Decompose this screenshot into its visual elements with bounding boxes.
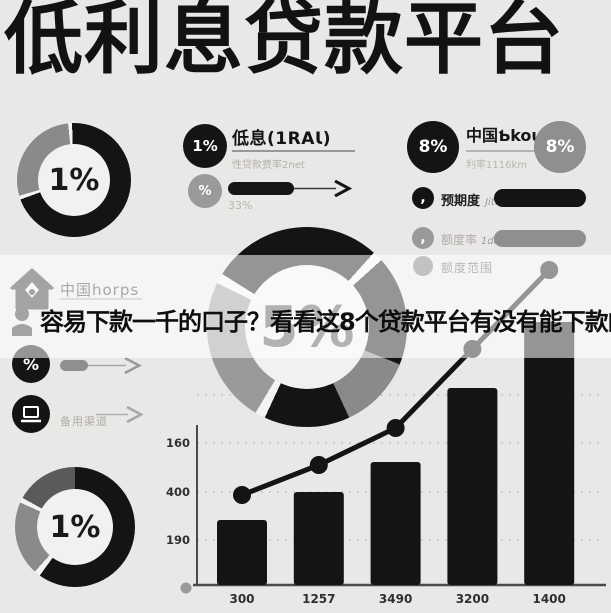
clock-icon: , xyxy=(412,227,434,249)
svg-text:1400: 1400 xyxy=(532,592,565,606)
interest-rate-badge: 1% xyxy=(183,124,227,168)
divider xyxy=(232,150,355,152)
value-bar-black xyxy=(494,189,586,207)
arrow-right-icon xyxy=(60,356,142,375)
rate-caption: 33% xyxy=(228,199,253,212)
donut-value: 1% xyxy=(48,162,100,198)
svg-text:300: 300 xyxy=(229,592,254,606)
donut-chart-top-left: 1% xyxy=(17,123,131,237)
arrow-right-icon xyxy=(96,405,144,424)
row-sub-text: 1ded xyxy=(480,236,507,247)
donut-chart-bottom-left: 1% xyxy=(15,467,135,587)
donut-value: 1% xyxy=(49,509,101,545)
divider xyxy=(466,150,556,152)
percent-badge: % xyxy=(188,174,222,208)
svg-text:1257: 1257 xyxy=(302,592,335,606)
card-subtitle: 性贷款费率2net xyxy=(232,160,305,171)
row-label-text: 预期度 xyxy=(441,194,481,209)
article-headline: 容易下款一千的口子？看看这8个贷款平台有没有能下款的 xyxy=(40,308,611,336)
progress-arrow-icon xyxy=(228,180,353,197)
svg-text:3200: 3200 xyxy=(456,592,489,606)
channel-label: 备用渠道 xyxy=(60,415,108,428)
clock-icon: , xyxy=(412,187,434,209)
rate-badge-gray: 8% xyxy=(534,121,586,173)
page-title: 低利息贷款平台 xyxy=(4,0,564,85)
card-title: 低息(1RAƖ) xyxy=(232,129,332,149)
rate-badge-black: 8% xyxy=(407,121,459,173)
laptop-icon xyxy=(12,395,50,433)
svg-text:3490: 3490 xyxy=(379,592,412,606)
highlight-band xyxy=(0,255,611,358)
svg-text:190: 190 xyxy=(166,533,190,547)
value-bar-gray xyxy=(494,230,586,247)
card-subtitle: 利率1116km xyxy=(466,160,527,171)
combo-chart: 160 400 190 300 1257 3490 3200 1400 xyxy=(166,261,606,606)
row-label: 额度率 1ded xyxy=(441,231,506,248)
card-title: 中国Ƅkoɥ) xyxy=(466,126,551,145)
svg-text:160: 160 xyxy=(166,436,190,450)
svg-text:400: 400 xyxy=(166,485,190,499)
row-label-text: 额度率 xyxy=(441,233,478,247)
